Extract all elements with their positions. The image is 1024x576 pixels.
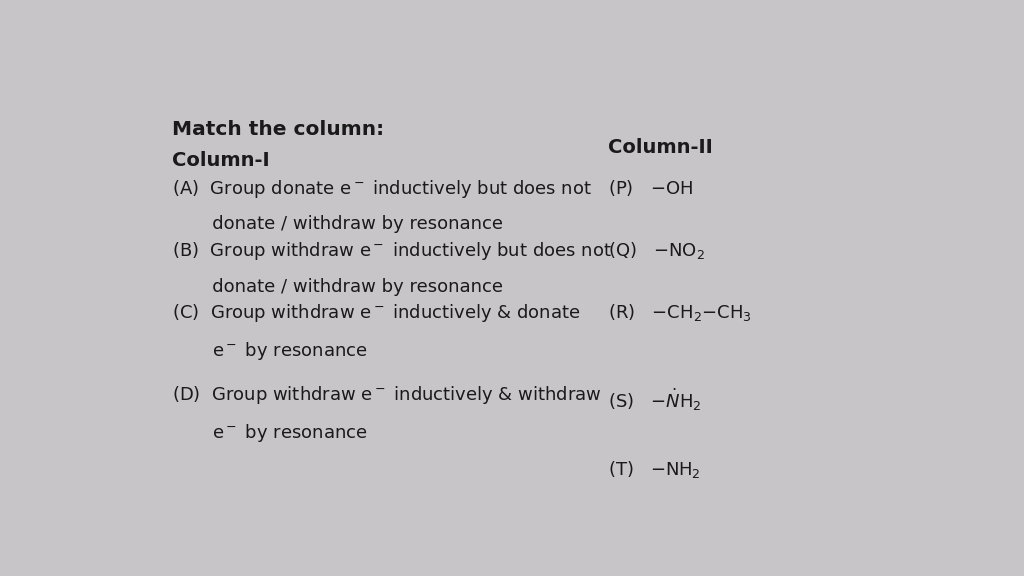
Text: (T)   $-$NH$_2$: (T) $-$NH$_2$ bbox=[608, 460, 700, 480]
Text: Match the column:: Match the column: bbox=[172, 120, 384, 139]
Text: (R)   $-$CH$_2$$-$CH$_3$: (R) $-$CH$_2$$-$CH$_3$ bbox=[608, 302, 752, 323]
Text: e$^-$ by resonance: e$^-$ by resonance bbox=[172, 340, 368, 362]
Text: (A)  Group donate e$^-$ inductively but does not: (A) Group donate e$^-$ inductively but d… bbox=[172, 178, 592, 200]
Text: (C)  Group withdraw e$^-$ inductively & donate: (C) Group withdraw e$^-$ inductively & d… bbox=[172, 302, 581, 324]
Text: Column-II: Column-II bbox=[608, 138, 713, 157]
Text: (Q)   $-$NO$_2$: (Q) $-$NO$_2$ bbox=[608, 240, 706, 261]
Text: donate / withdraw by resonance: donate / withdraw by resonance bbox=[172, 278, 503, 295]
Text: e$^-$ by resonance: e$^-$ by resonance bbox=[172, 422, 368, 444]
Text: (B)  Group withdraw e$^-$ inductively but does not: (B) Group withdraw e$^-$ inductively but… bbox=[172, 240, 611, 262]
Text: (P)   $-$OH: (P) $-$OH bbox=[608, 178, 693, 198]
Text: donate / withdraw by resonance: donate / withdraw by resonance bbox=[172, 215, 503, 233]
Text: Column-I: Column-I bbox=[172, 151, 269, 170]
Text: (S)   $-\dot{N}$H$_2$: (S) $-\dot{N}$H$_2$ bbox=[608, 386, 701, 412]
Text: (D)  Group withdraw e$^-$ inductively & withdraw: (D) Group withdraw e$^-$ inductively & w… bbox=[172, 384, 601, 406]
